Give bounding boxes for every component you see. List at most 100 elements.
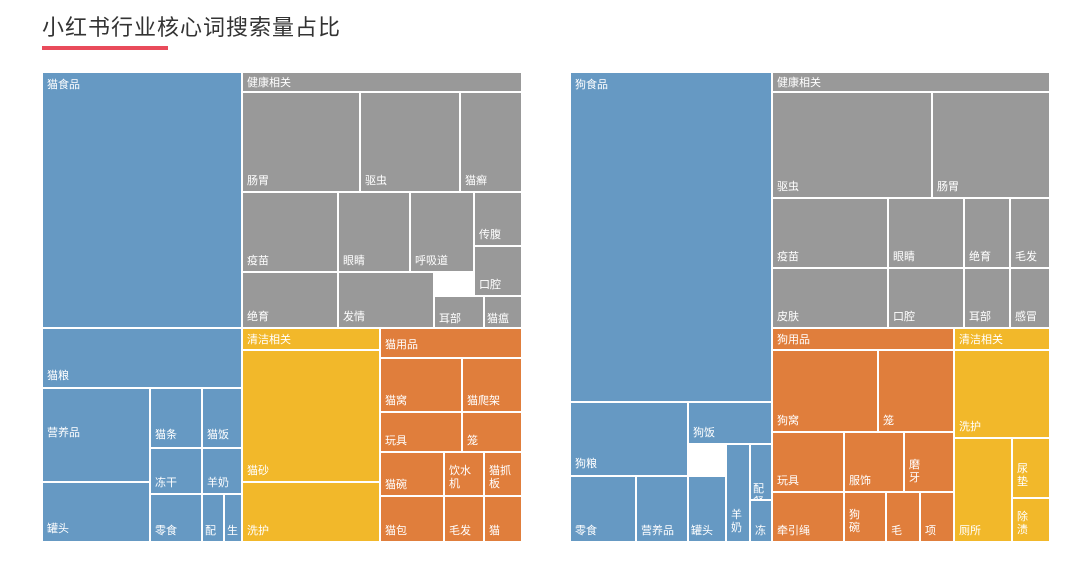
treemap-cell-label: 发情 bbox=[343, 311, 365, 324]
treemap-cell: 肠胃 bbox=[932, 92, 1050, 198]
treemap-cat: 猫食品猫粮营养品罐头猫条猫饭冻干羊奶零食配生健康相关肠胃驱虫猫癣疫苗眼睛呼吸道传… bbox=[42, 72, 522, 542]
treemap-cell-label: 配餐 bbox=[753, 483, 771, 500]
treemap-cell: 眼睛 bbox=[888, 198, 964, 268]
treemap-cell: 服饰 bbox=[844, 432, 904, 492]
treemap-cell-label: 玩具 bbox=[777, 475, 799, 488]
treemap-cell-label: 肠胃 bbox=[937, 181, 959, 194]
treemap-cell: 狗用品 bbox=[772, 328, 954, 350]
treemap-cell-label: 疫苗 bbox=[247, 255, 269, 268]
treemap-cell: 狗粮 bbox=[570, 402, 688, 476]
treemap-cell-label: 耳部 bbox=[439, 313, 461, 326]
treemap-cell: 狗饭 bbox=[688, 402, 772, 444]
treemap-cell: 毛发 bbox=[444, 496, 484, 542]
treemap-cell: 疫苗 bbox=[772, 198, 888, 268]
treemap-cell: 冻干 bbox=[150, 448, 202, 494]
treemap-cell: 眼睛 bbox=[338, 192, 410, 272]
treemap-cell-label: 猫窝 bbox=[385, 395, 407, 408]
treemap-cell: 狗食品 bbox=[570, 72, 772, 402]
treemap-cell-label: 洗护 bbox=[959, 421, 981, 434]
treemap-cell: 毛发 bbox=[1010, 198, 1050, 268]
treemap-cell: 猫包 bbox=[380, 496, 444, 542]
treemap-cell: 尿 垫 bbox=[1012, 438, 1050, 498]
treemap-cell-label: 猫抓 板 bbox=[489, 465, 511, 490]
treemap-cell-label: 狗饭 bbox=[693, 427, 715, 440]
treemap-cell: 口腔 bbox=[888, 268, 964, 328]
treemap-cell-label: 玩具 bbox=[385, 435, 407, 448]
treemap-cell: 生 bbox=[224, 494, 242, 542]
treemap-cell-label: 项 bbox=[925, 525, 936, 538]
treemap-cell: 猫 bbox=[484, 496, 522, 542]
treemap-cell-label: 狗食品 bbox=[575, 79, 608, 92]
treemap-cell: 肠胃 bbox=[242, 92, 360, 192]
treemap-cell-label: 眼睛 bbox=[893, 251, 915, 264]
treemap-cell: 营养品 bbox=[636, 476, 688, 542]
treemap-cell-label: 口腔 bbox=[893, 311, 915, 324]
treemap-cell: 配餐 bbox=[750, 444, 772, 500]
treemap-cell: 猫抓 板 bbox=[484, 452, 522, 496]
treemap-cell: 猫饭 bbox=[202, 388, 242, 448]
treemap-cell-label: 牵引绳 bbox=[777, 525, 810, 538]
treemap-cell: 罐头 bbox=[42, 482, 150, 542]
treemap-cell: 感冒 bbox=[1010, 268, 1050, 328]
treemap-cell: 项 bbox=[920, 492, 954, 542]
treemap-cell-label: 猫瘟 bbox=[487, 313, 509, 326]
treemap-cell-label: 猫碗 bbox=[385, 479, 407, 492]
treemap-cell-label: 猫砂 bbox=[247, 465, 269, 478]
treemap-cell: 羊奶 bbox=[202, 448, 242, 494]
treemap-cell-label: 罐头 bbox=[47, 523, 69, 536]
treemap-cell-label: 传腹 bbox=[479, 229, 501, 242]
treemap-cell: 玩具 bbox=[380, 412, 462, 452]
treemap-cell-label: 配 bbox=[205, 525, 216, 538]
treemap-cell: 牵引绳 bbox=[772, 492, 844, 542]
treemap-cell: 狗 碗 bbox=[844, 492, 886, 542]
treemap-cell: 除 渍 bbox=[1012, 498, 1050, 542]
treemap-cell: 配 bbox=[202, 494, 224, 542]
treemap-cell-label: 洗护 bbox=[247, 525, 269, 538]
treemap-cell: 洗护 bbox=[242, 482, 380, 542]
treemap-cell-label: 厕所 bbox=[959, 525, 981, 538]
treemap-cell: 清洁相关 bbox=[242, 328, 380, 350]
treemap-cell: 狗窝 bbox=[772, 350, 878, 432]
treemap-cell-label: 猫爬架 bbox=[467, 395, 500, 408]
treemap-cell: 传腹 bbox=[474, 192, 522, 246]
treemap-cell-label: 疫苗 bbox=[777, 251, 799, 264]
treemap-cell: 耳部 bbox=[964, 268, 1010, 328]
treemap-cell: 绝育 bbox=[964, 198, 1010, 268]
treemap-cell-label: 绝育 bbox=[247, 311, 269, 324]
treemap-cell-label: 狗窝 bbox=[777, 415, 799, 428]
treemap-cell-label: 感冒 bbox=[1015, 311, 1037, 324]
treemap-cell: 笼 bbox=[462, 412, 522, 452]
treemap-cell-label: 驱虫 bbox=[777, 181, 799, 194]
treemap-cell: 驱虫 bbox=[772, 92, 932, 198]
treemap-cell: 猫粮 bbox=[42, 328, 242, 388]
treemap-dog: 狗食品狗粮狗饭零食营养品罐头羊 奶配餐冻健康相关驱虫肠胃疫苗眼睛绝育毛发皮肤口腔… bbox=[570, 72, 1050, 542]
treemap-cell: 饮水 机 bbox=[444, 452, 484, 496]
treemap-cell-label: 呼吸道 bbox=[415, 255, 448, 268]
charts-container: 猫食品猫粮营养品罐头猫条猫饭冻干羊奶零食配生健康相关肠胃驱虫猫癣疫苗眼睛呼吸道传… bbox=[42, 72, 1050, 542]
treemap-cell: 洗护 bbox=[954, 350, 1050, 438]
treemap-cell: 绝育 bbox=[242, 272, 338, 328]
treemap-cell: 发情 bbox=[338, 272, 434, 328]
treemap-cell: 冻 bbox=[750, 500, 772, 542]
treemap-cell: 厕所 bbox=[954, 438, 1012, 542]
treemap-cell-label: 口腔 bbox=[479, 279, 501, 292]
treemap-cell-label: 狗粮 bbox=[575, 458, 597, 471]
treemap-cell-label: 猫粮 bbox=[47, 370, 69, 383]
treemap-cell: 疫苗 bbox=[242, 192, 338, 272]
treemap-cell: 猫食品 bbox=[42, 72, 242, 328]
treemap-cell-label: 猫癣 bbox=[465, 175, 487, 188]
treemap-cell-label: 羊 奶 bbox=[731, 509, 742, 534]
treemap-cell-label: 猫食品 bbox=[47, 79, 80, 92]
treemap-cell-label: 毛发 bbox=[1015, 251, 1037, 264]
treemap-cell-label: 营养品 bbox=[641, 525, 674, 538]
treemap-cell: 玩具 bbox=[772, 432, 844, 492]
header: 小红书行业核心词搜索量占比 bbox=[42, 10, 341, 50]
treemap-cell: 羊 奶 bbox=[726, 444, 750, 542]
treemap-cell-label: 健康相关 bbox=[247, 77, 291, 90]
treemap-cell: 健康相关 bbox=[242, 72, 522, 92]
treemap-cell-label: 狗 碗 bbox=[849, 509, 860, 534]
treemap-cell-label: 猫用品 bbox=[385, 339, 418, 352]
treemap-cell-label: 笼 bbox=[883, 415, 894, 428]
treemap-cell: 零食 bbox=[150, 494, 202, 542]
treemap-cell-label: 罐头 bbox=[691, 525, 713, 538]
